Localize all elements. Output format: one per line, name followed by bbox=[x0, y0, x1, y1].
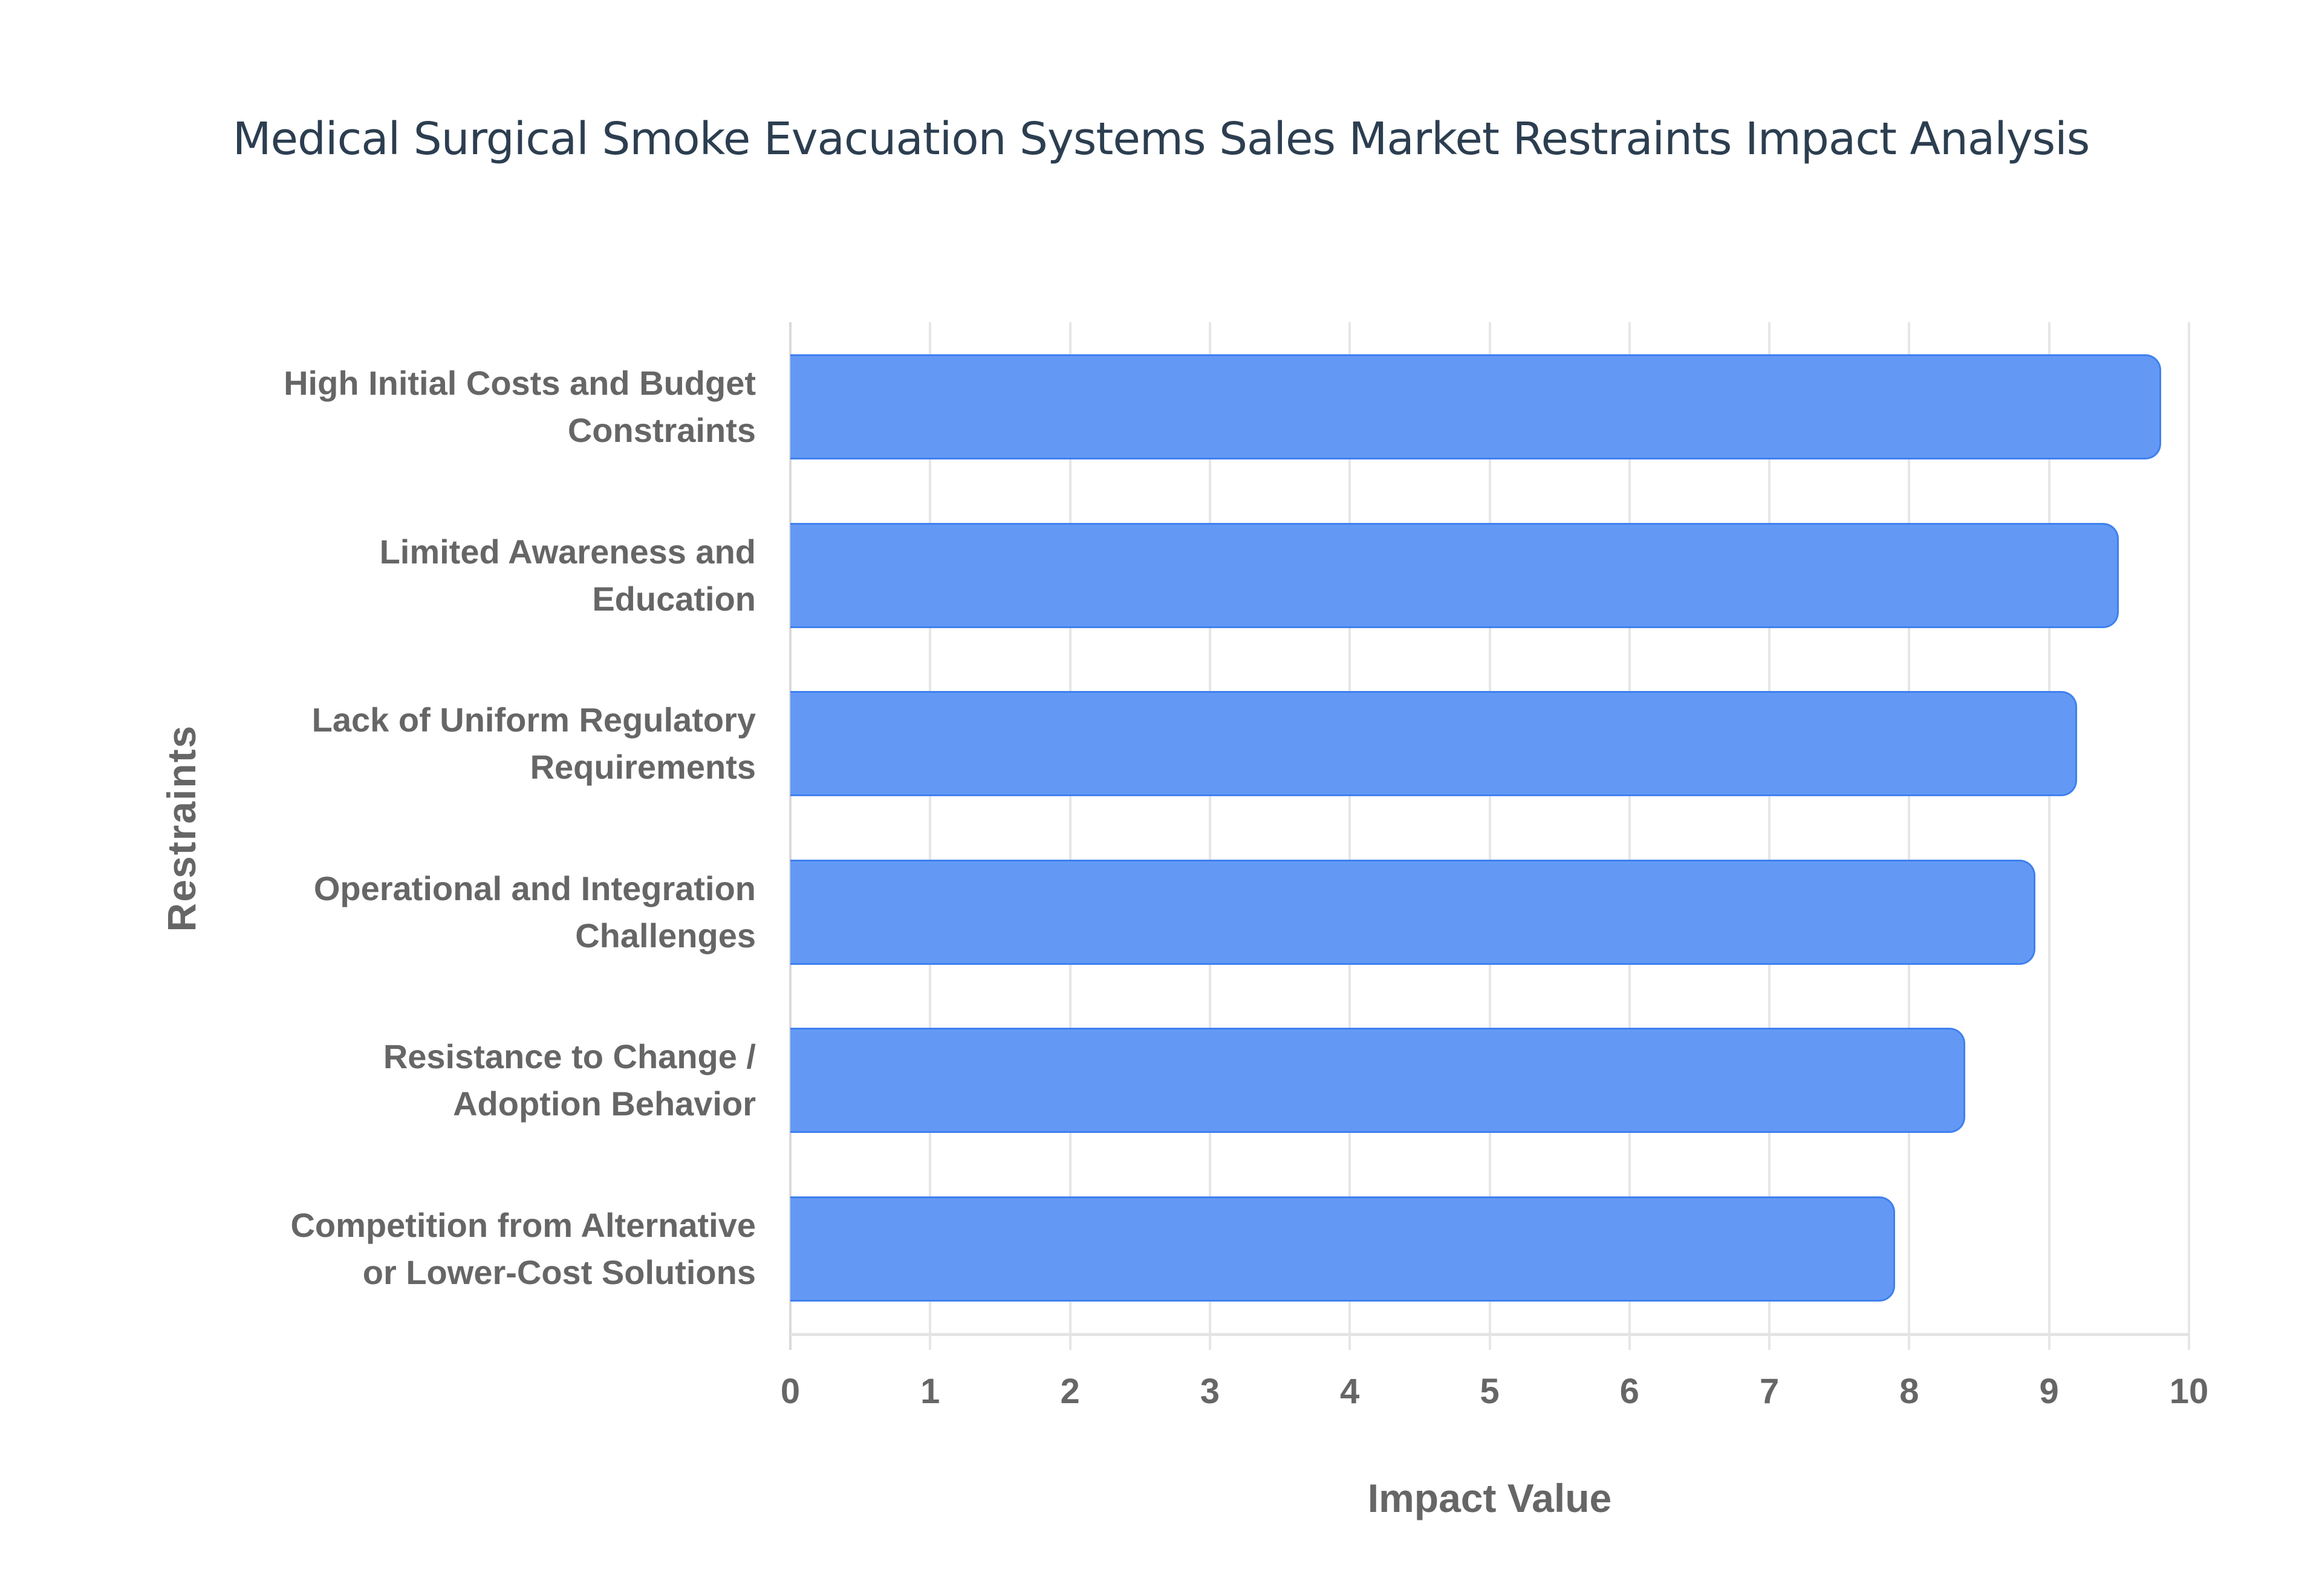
x-tick-label: 3 bbox=[1200, 1372, 1220, 1411]
x-tick-label: 0 bbox=[780, 1372, 801, 1411]
x-tick-label: 7 bbox=[1759, 1372, 1780, 1411]
gridline bbox=[1068, 322, 1072, 1350]
y-category-label: Operational and Integration Challenges bbox=[313, 869, 756, 955]
x-tick-label: 5 bbox=[1480, 1372, 1500, 1411]
x-tick-label: 2 bbox=[1060, 1372, 1080, 1411]
x-tick-label: 8 bbox=[1899, 1372, 1919, 1411]
y-category-label: High Initial Costs and Budget Constraint… bbox=[284, 364, 756, 449]
chart-title: Medical Surgical Smoke Evacuation System… bbox=[232, 113, 2090, 165]
x-tick-label: 6 bbox=[1619, 1372, 1639, 1411]
plot-area bbox=[789, 322, 2190, 1350]
gridline bbox=[1768, 322, 1771, 1350]
bar[interactable] bbox=[790, 859, 2035, 965]
bar[interactable] bbox=[790, 1196, 1896, 1302]
gridline bbox=[1628, 322, 1631, 1350]
bar[interactable] bbox=[790, 691, 2077, 797]
gridline bbox=[1208, 322, 1211, 1350]
y-category-label: Lack of Uniform Regulatory Requirements bbox=[311, 701, 756, 787]
gridline bbox=[2047, 322, 2050, 1350]
x-tick-label: 10 bbox=[2169, 1372, 2209, 1411]
x-tick-label: 1 bbox=[920, 1372, 940, 1411]
y-category-label: Competition from Alternative or Lower-Co… bbox=[290, 1206, 756, 1291]
bar[interactable] bbox=[790, 354, 2161, 459]
gridline bbox=[1908, 322, 1911, 1350]
bar[interactable] bbox=[790, 522, 2119, 628]
gridline bbox=[929, 322, 932, 1350]
x-axis-title: Impact Value bbox=[1367, 1476, 1612, 1520]
gridline bbox=[1348, 322, 1351, 1350]
x-axis-line bbox=[790, 1333, 2189, 1336]
y-category-label: Limited Awareness and Education bbox=[379, 532, 756, 618]
x-tick-label: 9 bbox=[2039, 1372, 2059, 1411]
gridline bbox=[789, 322, 792, 1350]
gridline bbox=[2188, 322, 2190, 1350]
x-tick-label: 4 bbox=[1340, 1372, 1360, 1411]
bar[interactable] bbox=[790, 1028, 1965, 1134]
gridline bbox=[1488, 322, 1491, 1350]
y-category-label: Resistance to Change / Adoption Behavior bbox=[383, 1037, 756, 1123]
